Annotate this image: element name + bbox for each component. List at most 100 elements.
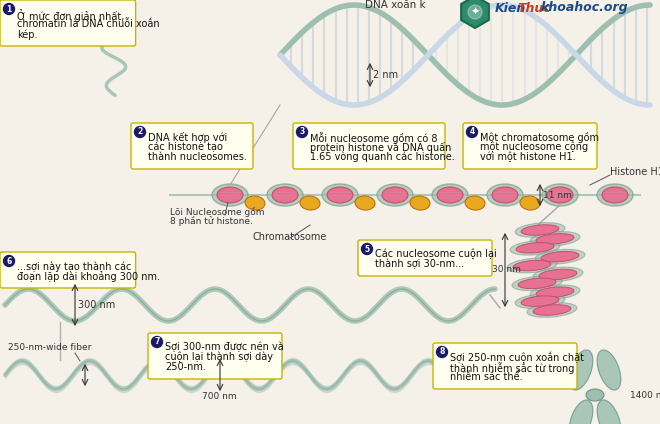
Ellipse shape — [530, 285, 580, 299]
Text: 30 nm: 30 nm — [492, 265, 521, 274]
Text: nhiễm sắc thể.: nhiễm sắc thể. — [450, 372, 523, 382]
Text: kép.: kép. — [17, 29, 38, 39]
Ellipse shape — [515, 223, 565, 237]
Ellipse shape — [245, 196, 265, 210]
Text: Mỗi nucleosome gồm có 8: Mỗi nucleosome gồm có 8 — [310, 132, 438, 144]
Ellipse shape — [212, 184, 248, 206]
Ellipse shape — [377, 184, 413, 206]
FancyBboxPatch shape — [463, 123, 597, 169]
Ellipse shape — [539, 269, 577, 280]
Ellipse shape — [586, 389, 604, 401]
Circle shape — [468, 5, 482, 19]
Text: 300 nm: 300 nm — [78, 300, 116, 310]
Ellipse shape — [492, 187, 518, 203]
Ellipse shape — [382, 187, 408, 203]
Circle shape — [152, 337, 162, 348]
Ellipse shape — [520, 196, 540, 210]
Ellipse shape — [518, 278, 556, 289]
Ellipse shape — [530, 232, 580, 246]
FancyBboxPatch shape — [148, 333, 282, 379]
Ellipse shape — [521, 296, 559, 307]
Text: DNA kết hợp với: DNA kết hợp với — [148, 132, 227, 143]
Ellipse shape — [410, 196, 430, 210]
Text: Sợi 300-nm được nén và: Sợi 300-nm được nén và — [165, 342, 284, 352]
Text: 2 nm: 2 nm — [373, 70, 398, 80]
Text: Thuc: Thuc — [517, 2, 550, 14]
FancyBboxPatch shape — [358, 240, 492, 276]
Text: 700 nm: 700 nm — [202, 392, 237, 401]
Ellipse shape — [513, 260, 551, 271]
Circle shape — [467, 126, 477, 137]
Ellipse shape — [536, 287, 574, 298]
Text: ...sợi này tạo thành các: ...sợi này tạo thành các — [17, 261, 131, 271]
Ellipse shape — [547, 187, 573, 203]
Ellipse shape — [597, 350, 621, 390]
Text: Histone H1: Histone H1 — [610, 167, 660, 177]
Text: chromatin là DNA chuỗi xoắn: chromatin là DNA chuỗi xoắn — [17, 19, 160, 29]
Ellipse shape — [536, 234, 574, 244]
Ellipse shape — [602, 187, 628, 203]
Ellipse shape — [507, 258, 557, 273]
Text: Một chromatosome gồm: Một chromatosome gồm — [480, 132, 599, 143]
Text: 11 nm: 11 nm — [543, 190, 572, 200]
FancyBboxPatch shape — [293, 123, 445, 169]
Circle shape — [362, 243, 372, 254]
Ellipse shape — [355, 196, 375, 210]
Text: Các nucleosome cuộn lại: Các nucleosome cuộn lại — [375, 249, 497, 259]
Text: 1.65 vòng quanh các histone.: 1.65 vòng quanh các histone. — [310, 152, 455, 162]
Text: Lõi Nucleosome gồm: Lõi Nucleosome gồm — [170, 207, 265, 217]
Text: 8: 8 — [440, 348, 445, 357]
Text: 4: 4 — [469, 128, 475, 137]
Text: 7: 7 — [154, 338, 160, 346]
Text: Kien: Kien — [495, 2, 526, 14]
Ellipse shape — [327, 187, 353, 203]
Ellipse shape — [597, 184, 633, 206]
FancyBboxPatch shape — [0, 0, 135, 46]
FancyBboxPatch shape — [131, 123, 253, 169]
Circle shape — [3, 3, 15, 14]
Text: 3: 3 — [300, 128, 305, 137]
Ellipse shape — [465, 196, 485, 210]
Text: cuộn lại thành sợi dày: cuộn lại thành sợi dày — [165, 352, 273, 363]
Ellipse shape — [515, 294, 565, 308]
Text: thành sợi 30-nm...: thành sợi 30-nm... — [375, 259, 464, 269]
Ellipse shape — [542, 184, 578, 206]
Text: Sợi 250-nm cuộn xoắn chặt: Sợi 250-nm cuộn xoắn chặt — [450, 352, 584, 363]
Text: 6: 6 — [7, 257, 12, 265]
Ellipse shape — [432, 184, 468, 206]
Ellipse shape — [521, 225, 559, 235]
Text: Chromatosome: Chromatosome — [253, 232, 327, 242]
Ellipse shape — [569, 350, 593, 390]
Ellipse shape — [322, 184, 358, 206]
Ellipse shape — [597, 400, 621, 424]
Text: 250-nm.: 250-nm. — [165, 362, 206, 372]
Circle shape — [296, 126, 308, 137]
Text: 250-nm-wide fiber: 250-nm-wide fiber — [8, 343, 91, 352]
Ellipse shape — [512, 276, 562, 290]
Text: ✦: ✦ — [471, 7, 480, 17]
Text: thành nhiễm sắc từ trong: thành nhiễm sắc từ trong — [450, 362, 574, 374]
Text: 2: 2 — [137, 128, 143, 137]
Circle shape — [135, 126, 145, 137]
Text: 5: 5 — [364, 245, 370, 254]
Text: khoahoc.org: khoahoc.org — [541, 2, 628, 14]
Ellipse shape — [533, 305, 571, 315]
Text: 1400 nm: 1400 nm — [630, 391, 660, 399]
Ellipse shape — [516, 243, 554, 253]
Text: protein histone và DNA quấn: protein histone và DNA quấn — [310, 142, 451, 153]
Ellipse shape — [569, 400, 593, 424]
Ellipse shape — [300, 196, 320, 210]
Ellipse shape — [437, 187, 463, 203]
Ellipse shape — [533, 267, 583, 282]
Ellipse shape — [527, 303, 577, 317]
Polygon shape — [461, 0, 489, 28]
Text: Ở mức đơn giản nhất,: Ở mức đơn giản nhất, — [17, 9, 124, 22]
Text: với một histone H1.: với một histone H1. — [480, 152, 576, 162]
Text: 8 phần tử histone.: 8 phần tử histone. — [170, 216, 253, 226]
Circle shape — [3, 256, 15, 267]
FancyBboxPatch shape — [433, 343, 577, 389]
Text: 1: 1 — [7, 5, 12, 14]
Ellipse shape — [541, 251, 579, 262]
Ellipse shape — [510, 240, 560, 255]
Text: thành nucleosomes.: thành nucleosomes. — [148, 152, 247, 162]
